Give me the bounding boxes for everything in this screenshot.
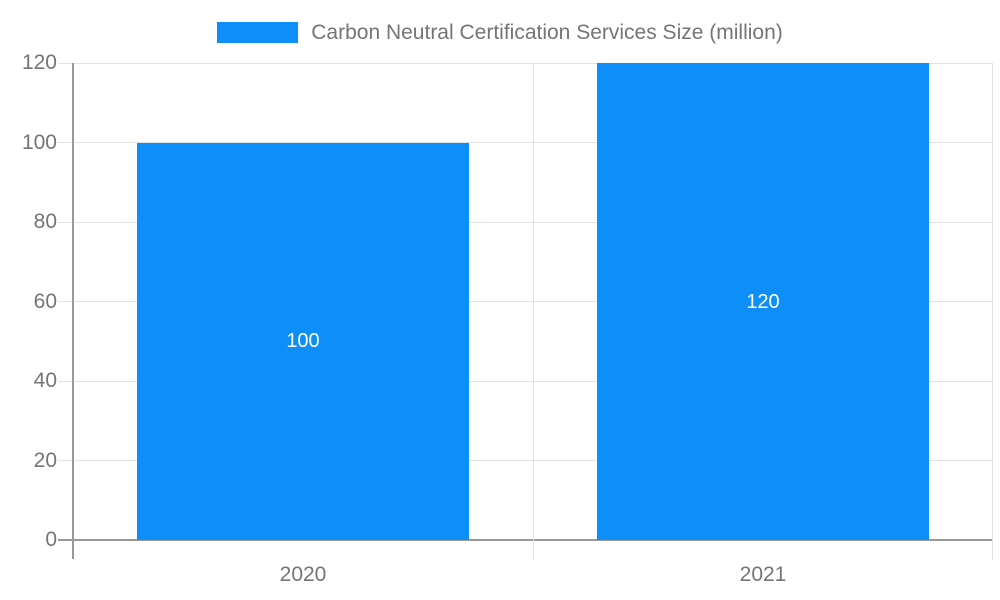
- y-tick-label: 40: [33, 369, 57, 392]
- x-tick-label: 2021: [739, 563, 787, 586]
- y-tick-label: 0: [45, 528, 57, 551]
- gridline-horizontal: [58, 301, 993, 302]
- gridline-horizontal: [58, 380, 993, 382]
- gridline-horizontal: [58, 460, 993, 461]
- plot-right-border-line: [992, 63, 993, 560]
- y-tick-label: 100: [21, 130, 57, 154]
- y-tick-label: 120: [21, 51, 57, 74]
- gridline-horizontal: [58, 142, 993, 143]
- bar: [137, 142, 469, 540]
- gridline-horizontal: [58, 62, 993, 64]
- y-tick-label: 60: [33, 289, 57, 313]
- x-axis-baseline: [58, 539, 993, 541]
- bar-value-label: 120: [746, 290, 780, 313]
- legend-swatch-icon: [217, 22, 299, 43]
- bar-value-label: 100: [286, 330, 320, 353]
- bar: [597, 63, 929, 540]
- gridline-horizontal: [58, 221, 993, 223]
- category-divider-line: [532, 63, 534, 560]
- legend-label: Carbon Neutral Certification Services Si…: [311, 21, 783, 44]
- y-tick-label: 20: [33, 448, 57, 472]
- y-tick-label: 80: [33, 210, 57, 233]
- x-tick-label: 2020: [279, 563, 327, 586]
- y-axis-line: [72, 63, 74, 559]
- legend[interactable]: Carbon Neutral Certification Services Si…: [0, 21, 1000, 44]
